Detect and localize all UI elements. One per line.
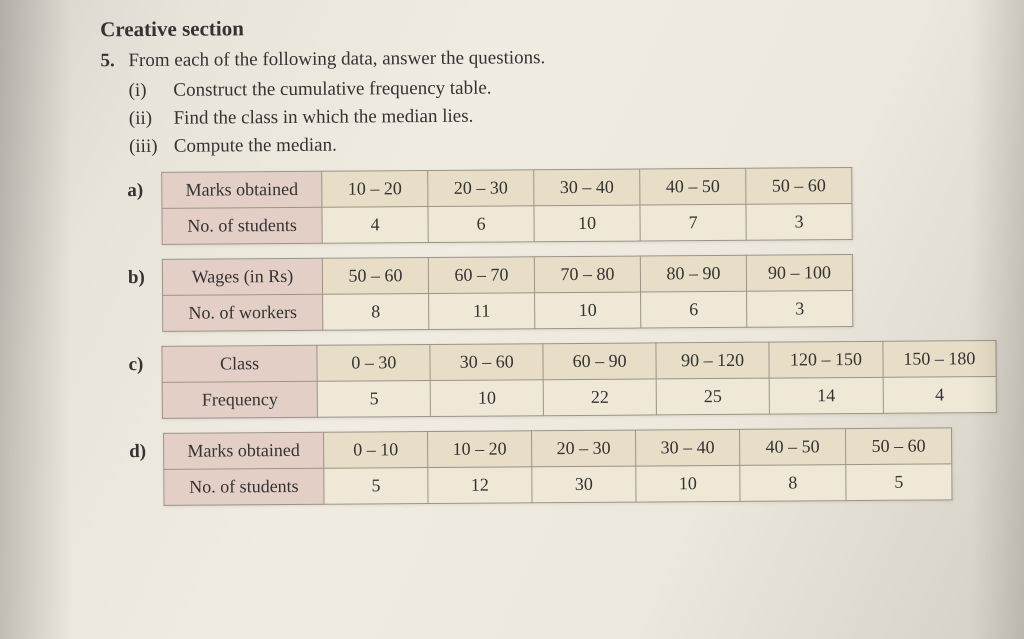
part-text: Find the class in which the median lies. — [174, 106, 474, 129]
col-header: 10 – 20 — [428, 431, 532, 468]
part-text: Construct the cumulative frequency table… — [173, 78, 491, 101]
cell: 6 — [641, 291, 747, 328]
row-header: Marks obtained — [164, 432, 324, 469]
cell: 14 — [769, 377, 883, 414]
col-header: 0 – 30 — [317, 345, 430, 382]
cell: 3 — [747, 291, 853, 328]
row-header: Class — [162, 345, 318, 382]
table-block-b: b) Wages (in Rs) 50 – 60 60 – 70 70 – 80… — [128, 253, 996, 332]
table-row: No. of students 4 6 10 7 3 — [162, 204, 852, 245]
col-header: 50 – 60 — [746, 168, 852, 205]
col-header: 60 – 90 — [543, 343, 656, 380]
table-row: No. of workers 8 11 10 6 3 — [163, 291, 853, 332]
question-number: 5. — [100, 50, 118, 72]
table-row: Class 0 – 30 30 – 60 60 – 90 90 – 120 12… — [162, 341, 997, 383]
question-part-iii: (iii) Compute the median. — [129, 130, 995, 158]
cell: 7 — [640, 204, 746, 241]
table-label: c) — [128, 346, 161, 376]
part-mark: (ii) — [129, 108, 169, 130]
question-part-i: (i) Construct the cumulative frequency t… — [129, 74, 995, 102]
row-header: No. of students — [162, 207, 322, 244]
col-header: 120 – 150 — [769, 341, 883, 378]
cell: 8 — [323, 294, 429, 331]
table-block-d: d) Marks obtained 0 – 10 10 – 20 20 – 30… — [129, 427, 997, 506]
col-header: 50 – 60 — [846, 428, 952, 465]
cell: 22 — [543, 379, 656, 416]
part-text: Compute the median. — [174, 135, 337, 157]
col-header: 40 – 50 — [740, 429, 846, 466]
cell: 10 — [636, 465, 740, 502]
row-header: Wages (in Rs) — [162, 258, 322, 295]
col-header: 0 – 10 — [324, 432, 428, 469]
table-row: Wages (in Rs) 50 – 60 60 – 70 70 – 80 80… — [162, 255, 852, 296]
col-header: 20 – 30 — [428, 170, 534, 207]
cell: 4 — [322, 207, 428, 244]
table-row: Marks obtained 10 – 20 20 – 30 30 – 40 4… — [162, 168, 852, 209]
col-header: 30 – 60 — [430, 344, 543, 381]
cell: 5 — [846, 464, 952, 501]
question-part-ii: (ii) Find the class in which the median … — [129, 102, 995, 130]
row-header: Marks obtained — [162, 171, 322, 208]
data-table-a: Marks obtained 10 – 20 20 – 30 30 – 40 4… — [161, 167, 852, 245]
cell: 3 — [746, 204, 852, 241]
cell: 5 — [318, 381, 431, 418]
col-header: 150 – 180 — [883, 341, 997, 378]
col-header: 20 – 30 — [532, 430, 636, 467]
section-heading: Creative section — [100, 11, 994, 42]
col-header: 30 – 40 — [534, 169, 640, 206]
cell: 5 — [324, 468, 428, 505]
part-mark: (iii) — [129, 136, 169, 158]
row-header: No. of workers — [163, 294, 323, 331]
data-table-b: Wages (in Rs) 50 – 60 60 – 70 70 – 80 80… — [162, 254, 853, 332]
cell: 30 — [532, 466, 636, 503]
row-header: No. of students — [164, 468, 324, 505]
col-header: 60 – 70 — [428, 257, 534, 294]
col-header: 90 – 120 — [656, 342, 770, 379]
cell: 8 — [740, 465, 846, 502]
cell: 25 — [656, 378, 770, 415]
col-header: 10 – 20 — [322, 171, 428, 208]
cell: 10 — [430, 380, 543, 417]
col-header: 30 – 40 — [636, 429, 740, 466]
col-header: 70 – 80 — [534, 256, 640, 293]
row-header: Frequency — [162, 381, 318, 418]
cell: 10 — [535, 292, 641, 329]
table-block-a: a) Marks obtained 10 – 20 20 – 30 30 – 4… — [127, 166, 995, 245]
table-row: No. of students 5 12 30 10 8 5 — [164, 464, 952, 506]
cell: 12 — [428, 467, 532, 504]
cell: 11 — [429, 293, 535, 330]
table-label: a) — [127, 172, 161, 202]
table-label: b) — [128, 259, 162, 289]
col-header: 80 – 90 — [640, 255, 746, 292]
col-header: 90 – 100 — [746, 255, 852, 292]
col-header: 50 – 60 — [322, 258, 428, 295]
cell: 4 — [883, 377, 997, 414]
data-table-d: Marks obtained 0 – 10 10 – 20 20 – 30 30… — [163, 427, 952, 506]
table-block-c: c) Class 0 – 30 30 – 60 60 – 90 90 – 120… — [128, 340, 996, 419]
table-row: Marks obtained 0 – 10 10 – 20 20 – 30 30… — [164, 428, 952, 470]
question-prompt: From each of the following data, answer … — [128, 47, 545, 72]
question-line: 5. From each of the following data, answ… — [100, 44, 994, 72]
cell: 10 — [534, 205, 640, 242]
cell: 6 — [428, 206, 534, 243]
page-content: Creative section 5. From each of the fol… — [0, 0, 1024, 517]
table-label: d) — [129, 433, 163, 463]
part-mark: (i) — [129, 80, 169, 102]
data-table-c: Class 0 – 30 30 – 60 60 – 90 90 – 120 12… — [161, 340, 997, 419]
col-header: 40 – 50 — [640, 168, 746, 205]
table-row: Frequency 5 10 22 25 14 4 — [162, 377, 997, 419]
